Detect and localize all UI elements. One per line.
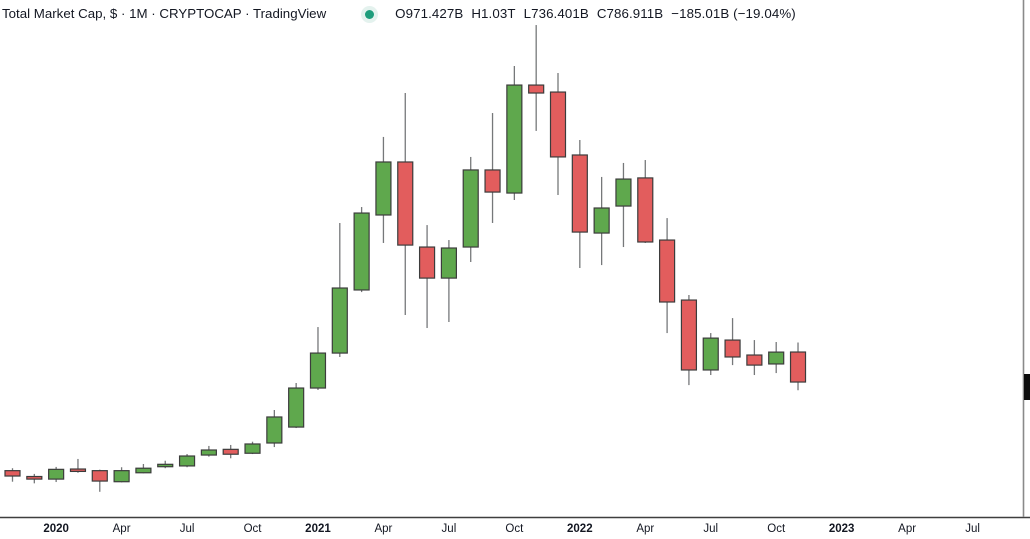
candle-body-jan-2021[interactable]	[309, 352, 327, 389]
time-axis-label-apr-29[interactable]: Apr	[636, 523, 654, 535]
candle-body-oct-2020[interactable]	[244, 443, 261, 454]
candle-body-may-2020[interactable]	[135, 467, 152, 474]
candle-body-sep-2022[interactable]	[746, 354, 763, 366]
flag-icon[interactable]	[335, 6, 350, 22]
time-axis-label-oct-23[interactable]: Oct	[505, 523, 524, 535]
candle-body-may-2021[interactable]	[397, 161, 414, 246]
candle-body-oct-2022[interactable]	[768, 351, 785, 365]
candle-body-nov-2022[interactable]	[789, 351, 807, 383]
time-axis-label-jul-44[interactable]: Jul	[965, 523, 980, 535]
candle-body-jul-2020[interactable]	[178, 455, 196, 467]
candle-body-oct-2021[interactable]	[506, 84, 523, 194]
high-value: H1.03T	[471, 6, 516, 21]
candle-body-dec-2020[interactable]	[288, 387, 305, 428]
candle-body-aug-2021[interactable]	[462, 169, 479, 248]
candle-body-jan-2022[interactable]	[571, 154, 588, 233]
candle-body-jun-2020[interactable]	[157, 463, 174, 468]
candle-body-dec-2019[interactable]	[26, 475, 43, 480]
candle-body-jul-2021[interactable]	[440, 247, 457, 279]
chart-legend[interactable]: Total Market Cap, $ · 1M · CRYPTOCAP · T…	[2, 4, 796, 24]
candle-body-mar-2022[interactable]	[615, 178, 632, 207]
candle-body-mar-2020[interactable]	[91, 470, 108, 482]
symbol-title[interactable]: Total Market Cap, $ · 1M · CRYPTOCAP · T…	[2, 6, 327, 21]
time-axis-label-jul-32[interactable]: Jul	[703, 523, 718, 535]
candle-body-apr-2020[interactable]	[113, 470, 130, 483]
candle-body-feb-2021[interactable]	[331, 287, 348, 354]
ohlc-readout: O971.427B H1.03T L736.401B C786.911B −18…	[395, 4, 796, 24]
candle-body-jan-2020[interactable]	[48, 468, 65, 480]
candle-body-nov-2021[interactable]	[528, 84, 545, 94]
candle-body-dec-2021[interactable]	[549, 91, 567, 158]
time-axis-label-oct-11[interactable]: Oct	[244, 523, 263, 535]
candle-body-jul-2022[interactable]	[702, 337, 719, 371]
time-axis-label-jul-20[interactable]: Jul	[442, 523, 457, 535]
candle-body-may-2022[interactable]	[658, 239, 676, 303]
candle-body-jun-2021[interactable]	[418, 246, 436, 279]
candle-body-mar-2021[interactable]	[353, 212, 370, 291]
open-value: O971.427B	[395, 6, 464, 21]
time-axis-label-2020-2[interactable]: 2020	[43, 523, 69, 535]
time-axis-label-apr-41[interactable]: Apr	[898, 523, 916, 535]
candle-body-aug-2022[interactable]	[724, 339, 741, 358]
candle-body-jun-2022[interactable]	[680, 299, 698, 371]
candle-body-sep-2020[interactable]	[222, 448, 239, 455]
market-status-icon[interactable]	[361, 5, 379, 23]
time-axis-label-apr-17[interactable]: Apr	[374, 523, 392, 535]
time-axis-label-jul-8[interactable]: Jul	[180, 523, 195, 535]
close-value: C786.911B	[596, 6, 664, 21]
candle-body-apr-2022[interactable]	[637, 177, 654, 243]
candle-body-aug-2020[interactable]	[200, 449, 217, 456]
candle-body-feb-2022[interactable]	[593, 207, 610, 234]
low-value: L736.401B	[523, 6, 589, 21]
time-axis-label-2021-14[interactable]: 2021	[305, 523, 331, 535]
candle-body-apr-2021[interactable]	[375, 161, 392, 216]
price-label-partial	[1024, 374, 1030, 400]
candle-body-sep-2021[interactable]	[484, 169, 501, 193]
time-axis-label-apr-5[interactable]: Apr	[113, 523, 131, 535]
time-axis-label-2023-38[interactable]: 2023	[829, 523, 855, 535]
change-value: −185.01B (−19.04%)	[671, 6, 796, 21]
time-axis-label-oct-35[interactable]: Oct	[767, 523, 786, 535]
time-axis-label-2022-26[interactable]: 2022	[567, 523, 593, 535]
candle-body-nov-2019[interactable]	[4, 470, 21, 477]
candle-body-nov-2020[interactable]	[266, 416, 283, 444]
candle-body-feb-2020[interactable]	[69, 468, 87, 473]
